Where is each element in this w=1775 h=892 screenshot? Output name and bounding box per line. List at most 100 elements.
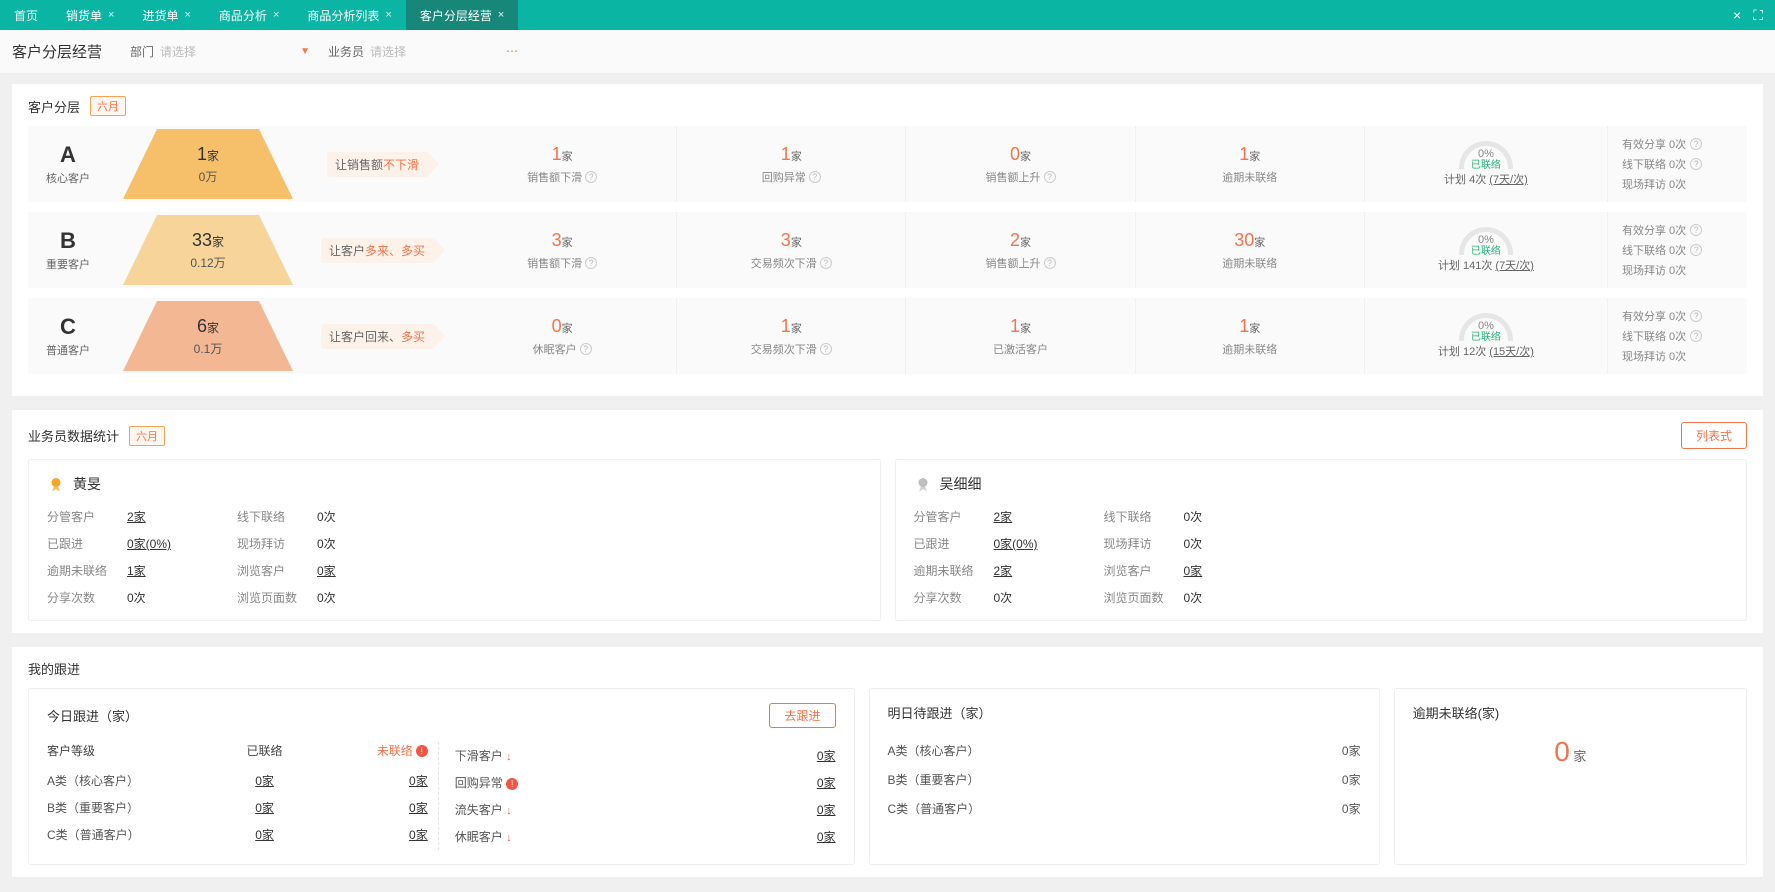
main-content: 客户分层 六月 A核心客户1家0万让销售额不下滑1家销售额下滑 ?1家回购异常 … xyxy=(0,74,1775,887)
fu-panel-title: 我的跟进 xyxy=(28,659,80,678)
tomorrow-rows: A类（核心客户）0家B类（重要客户）0家C类（普通客户）0家 xyxy=(888,736,1361,823)
help-icon[interactable]: ? xyxy=(1044,257,1056,269)
contacted-value[interactable]: 0家 xyxy=(210,826,319,843)
sp-month-tag[interactable]: 六月 xyxy=(129,426,165,446)
sp-field-value[interactable]: 2家 xyxy=(994,508,1104,525)
metric-cell[interactable]: 0家休眠客户 ? xyxy=(448,298,676,374)
tiers-container: A核心客户1家0万让销售额不下滑1家销售额下滑 ?1家回购异常 ?0家销售额上升… xyxy=(28,126,1747,374)
metric-cell[interactable]: 1家已激活客户 xyxy=(905,298,1134,374)
sp-field-value[interactable]: 0家(0%) xyxy=(994,535,1104,552)
metric-cell[interactable]: 3家销售额下滑 ? xyxy=(448,212,676,288)
metric-cell[interactable]: 1家销售额下滑 ? xyxy=(448,126,676,202)
salesperson-card: 吴细细分管客户2家线下联络0次已跟进0家(0%)现场拜访0次逾期未联络2家浏览客… xyxy=(895,459,1748,621)
tier-amount: 0.1万 xyxy=(194,340,223,357)
metric-cell[interactable]: 2家销售额上升 ? xyxy=(905,212,1134,288)
metric-value: 3家 xyxy=(781,230,802,251)
metric-cell[interactable]: 1家回购异常 ? xyxy=(676,126,905,202)
tab-商品分析[interactable]: 商品分析× xyxy=(205,0,293,30)
right-row-value[interactable]: 0家 xyxy=(817,774,836,791)
right-row-value[interactable]: 0家 xyxy=(817,828,836,845)
close-icon[interactable]: × xyxy=(108,9,114,21)
help-icon[interactable]: ? xyxy=(585,171,597,183)
list-view-button[interactable]: 列表式 xyxy=(1681,422,1747,449)
help-icon[interactable]: ? xyxy=(580,343,592,355)
contacted-value[interactable]: 0家 xyxy=(210,772,319,789)
metric-label: 销售额下滑 ? xyxy=(527,169,597,185)
today-left-header: 客户等级已联络未联络 ! xyxy=(47,742,428,759)
sp-field-value[interactable]: 1家 xyxy=(127,562,237,579)
close-icon[interactable]: × xyxy=(498,9,504,21)
sp-field-value[interactable]: 2家 xyxy=(994,562,1104,579)
month-tag[interactable]: 六月 xyxy=(90,96,126,116)
overdue-title: 逾期未联络(家) xyxy=(1413,703,1500,722)
help-icon[interactable]: ? xyxy=(1690,330,1702,342)
close-all-icon[interactable]: × xyxy=(1733,7,1741,23)
metric-value: 1家 xyxy=(781,316,802,337)
sp-field-label: 线下联络 xyxy=(237,508,317,525)
tab-商品分析列表[interactable]: 商品分析列表× xyxy=(293,0,405,30)
tab-客户分层经营[interactable]: 客户分层经营× xyxy=(406,0,518,30)
metric-label: 交易频次下滑 ? xyxy=(751,255,832,271)
right-row-value[interactable]: 0家 xyxy=(817,801,836,818)
uncontacted-value[interactable]: 0家 xyxy=(319,772,428,789)
sp-field-value[interactable]: 0家(0%) xyxy=(127,535,237,552)
slogan: 让销售额不下滑 xyxy=(308,126,448,202)
close-icon[interactable]: × xyxy=(273,9,279,21)
gauge-cell: 0%已联络计划 141次 (7天/次) xyxy=(1364,212,1607,288)
expand-icon[interactable]: ⛶ xyxy=(1753,7,1763,24)
more-icon: ⋯ xyxy=(506,44,520,58)
close-icon[interactable]: × xyxy=(385,9,391,21)
metric-cell[interactable]: 1家交易频次下滑 ? xyxy=(676,298,905,374)
help-icon[interactable]: ? xyxy=(585,257,597,269)
sp-field-value[interactable]: 0家 xyxy=(317,562,397,579)
sp-field-label: 分享次数 xyxy=(47,589,127,606)
uncontacted-value[interactable]: 0家 xyxy=(319,799,428,816)
metric-cell[interactable]: 1家逾期未联络 xyxy=(1135,126,1364,202)
sp-field-value[interactable]: 0家 xyxy=(1184,562,1264,579)
sp-field-label: 浏览页面数 xyxy=(237,589,317,606)
sales-label: 业务员 xyxy=(328,43,364,60)
sales-select[interactable]: 请选择 ⋯ xyxy=(370,41,520,63)
tier-amount: 0.12万 xyxy=(190,254,225,271)
help-icon[interactable]: ? xyxy=(1690,138,1702,150)
sp-field-label: 浏览页面数 xyxy=(1104,589,1184,606)
metric-label: 交易频次下滑 ? xyxy=(751,341,832,357)
help-icon[interactable]: ? xyxy=(1690,158,1702,170)
help-icon[interactable]: ? xyxy=(820,343,832,355)
metric-cell[interactable]: 3家交易频次下滑 ? xyxy=(676,212,905,288)
help-icon[interactable]: ? xyxy=(820,257,832,269)
tab-进货单[interactable]: 进货单× xyxy=(128,0,204,30)
sp-field-value: 0次 xyxy=(994,589,1104,606)
tier-row-C: C普通客户6家0.1万让客户回来、多买0家休眠客户 ?1家交易频次下滑 ?1家已… xyxy=(28,298,1747,374)
sp-field-label: 分享次数 xyxy=(914,589,994,606)
fu-panel-header: 我的跟进 xyxy=(28,659,1747,678)
contacted-value[interactable]: 0家 xyxy=(210,799,319,816)
uncontacted-value[interactable]: 0家 xyxy=(319,826,428,843)
close-icon[interactable]: × xyxy=(184,9,190,21)
sp-field-label: 现场拜访 xyxy=(237,535,317,552)
help-icon[interactable]: ? xyxy=(1690,310,1702,322)
help-icon[interactable]: ? xyxy=(1690,224,1702,236)
metric-cell[interactable]: 30家逾期未联络 xyxy=(1135,212,1364,288)
tab-首页[interactable]: 首页 xyxy=(0,0,52,30)
dept-select[interactable]: 请选择 ▼ xyxy=(160,41,310,63)
tomorrow-value: 0家 xyxy=(1342,771,1361,788)
sp-field-value: 0次 xyxy=(1184,589,1264,606)
metric-cell[interactable]: 0家销售额上升 ? xyxy=(905,126,1134,202)
metric-cell[interactable]: 1家逾期未联络 xyxy=(1135,298,1364,374)
right-row-value[interactable]: 0家 xyxy=(817,747,836,764)
plan-text: 计划 4次 (7天/次) xyxy=(1444,171,1528,187)
help-icon[interactable]: ? xyxy=(809,171,821,183)
sp-field-value[interactable]: 2家 xyxy=(127,508,237,525)
tab-销货单[interactable]: 销货单× xyxy=(52,0,128,30)
metric-label: 休眠客户 ? xyxy=(533,341,592,357)
followup-panel: 我的跟进 今日跟进（家） 去跟进 客户等级已联络未联络 !A类（核心客户）0家0… xyxy=(12,647,1763,877)
tier-row-B: B重要客户33家0.12万让客户多来、多买3家销售额下滑 ?3家交易频次下滑 ?… xyxy=(28,212,1747,288)
arrow-down-icon: ↓ xyxy=(506,832,512,844)
go-followup-button[interactable]: 去跟进 xyxy=(769,703,835,728)
dept-select-group: 部门 请选择 ▼ xyxy=(130,41,310,63)
help-icon[interactable]: ? xyxy=(1690,244,1702,256)
metric-value: 1家 xyxy=(552,144,573,165)
metric-value: 2家 xyxy=(1010,230,1031,251)
help-icon[interactable]: ? xyxy=(1044,171,1056,183)
